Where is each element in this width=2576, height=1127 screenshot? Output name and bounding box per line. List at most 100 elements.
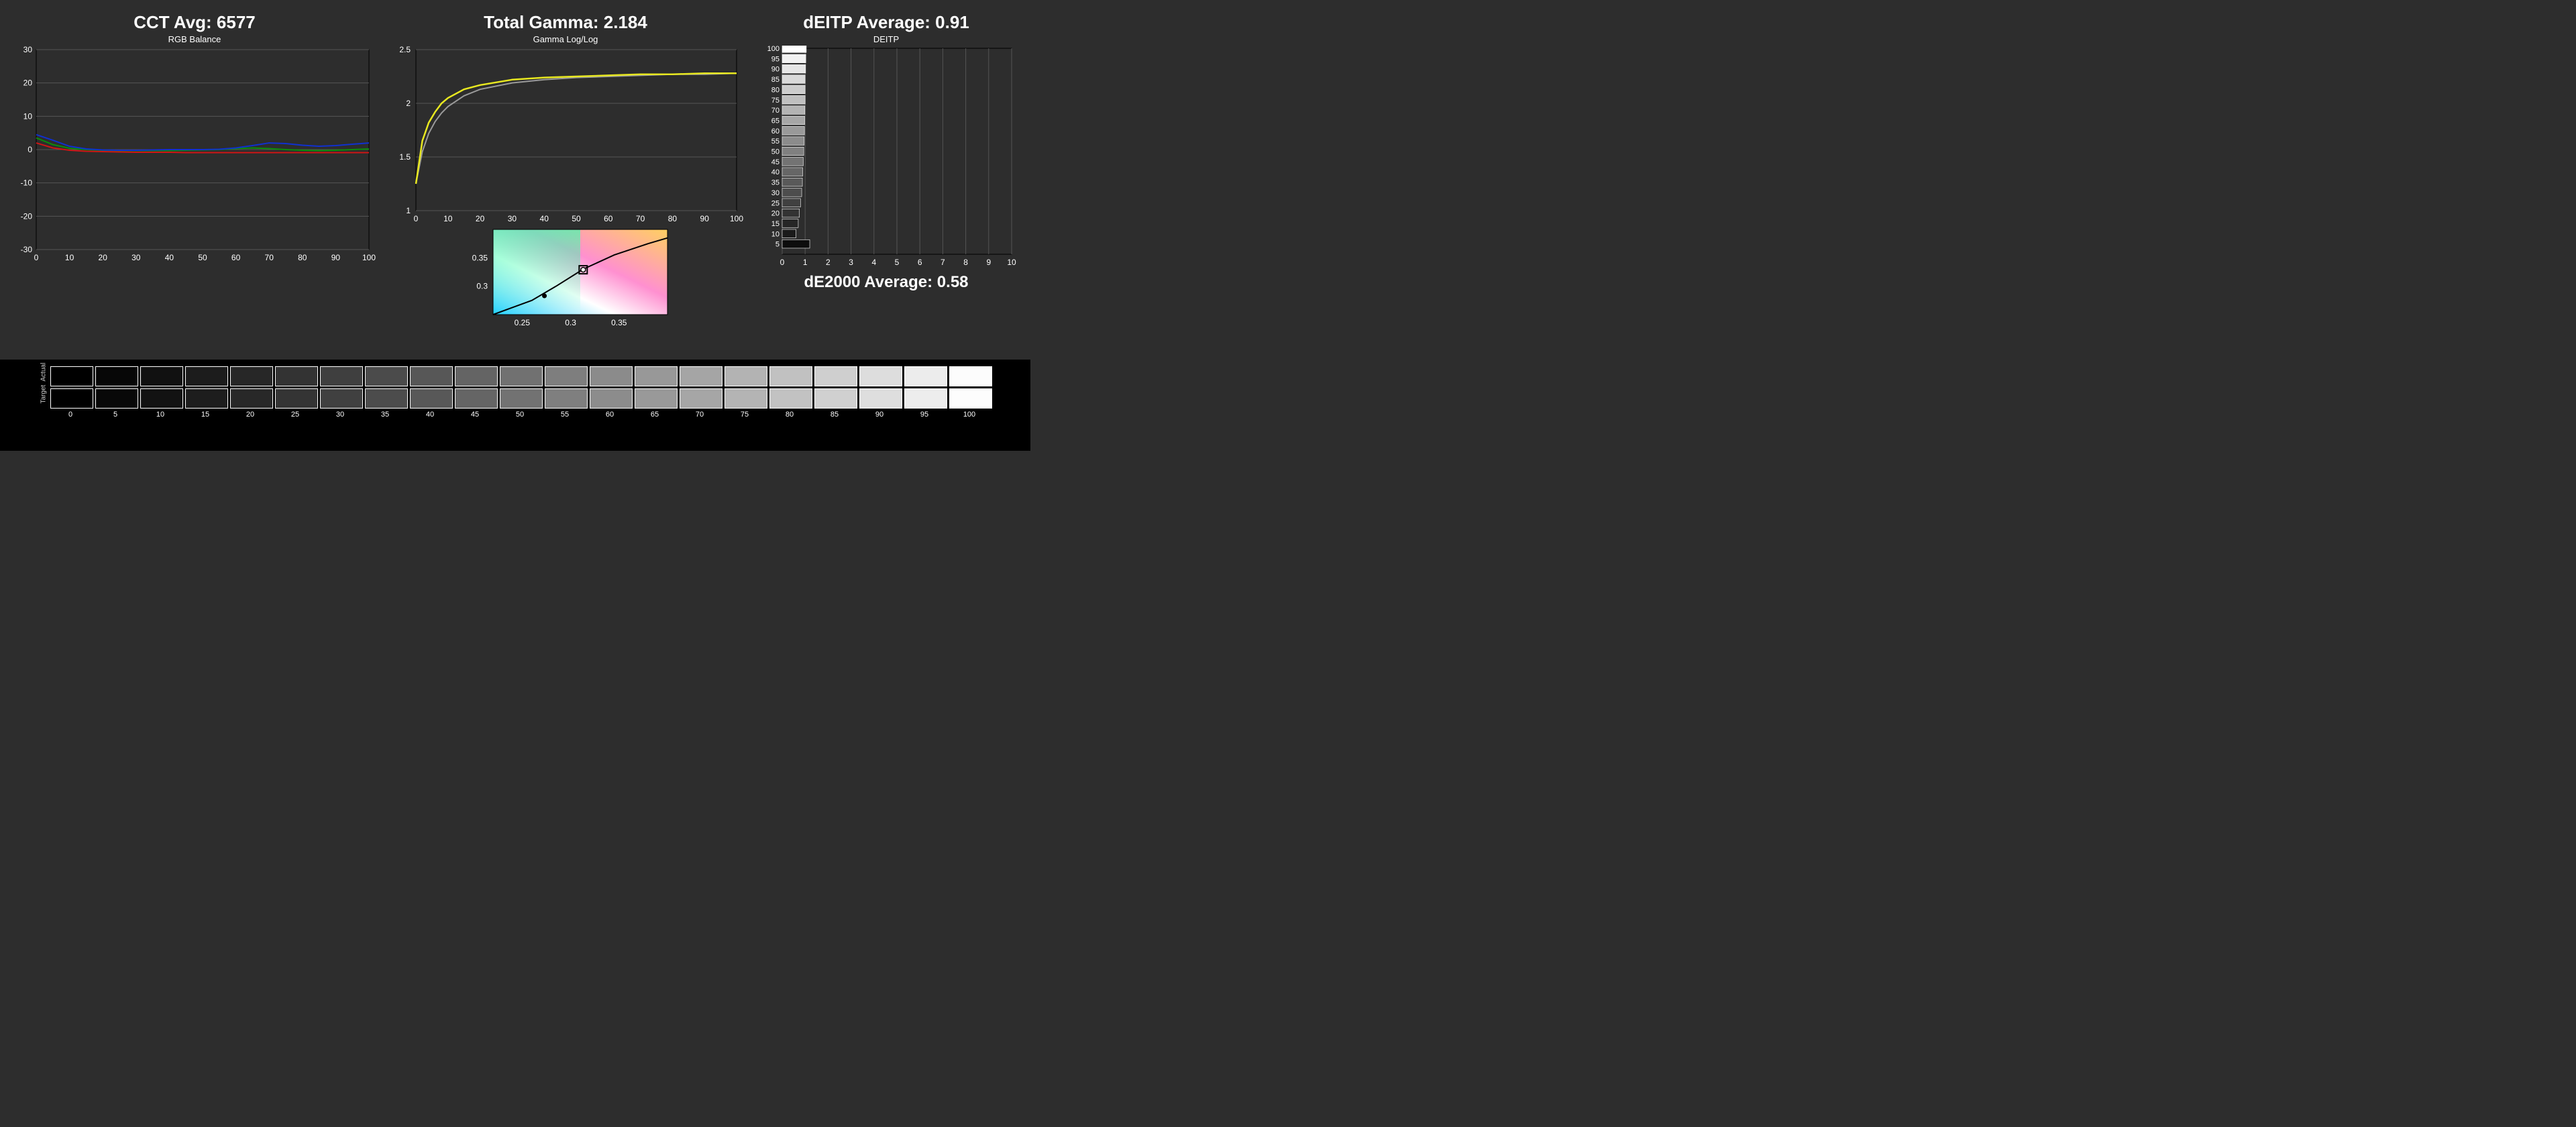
svg-text:20: 20 <box>99 253 108 262</box>
swatch-tick: 95 <box>903 411 946 419</box>
svg-text:65: 65 <box>771 117 780 125</box>
deitp-chart: 0123456789105101520253035404550556065707… <box>755 46 1017 270</box>
target-swatch <box>724 388 767 409</box>
svg-text:9: 9 <box>986 258 991 267</box>
actual-swatch <box>95 366 138 386</box>
actual-swatches <box>50 366 992 386</box>
target-swatch <box>769 388 812 409</box>
svg-text:50: 50 <box>572 214 581 223</box>
swatch-tick: 50 <box>498 411 541 419</box>
swatch-tick: 35 <box>364 411 407 419</box>
svg-text:4: 4 <box>871 258 876 267</box>
swatch-tick: 65 <box>633 411 676 419</box>
actual-swatch <box>859 366 902 386</box>
swatch-tick: 0 <box>49 411 92 419</box>
actual-swatch <box>140 366 183 386</box>
svg-text:10: 10 <box>65 253 74 262</box>
svg-text:-20: -20 <box>21 211 33 221</box>
actual-swatch-row: Actual <box>0 366 1030 386</box>
rgb-balance-subtitle: RGB Balance <box>168 34 221 44</box>
calibration-report: CCT Avg: 6577 RGB Balance -30-20-1001020… <box>0 0 1030 451</box>
svg-text:30: 30 <box>23 46 33 54</box>
actual-swatch <box>635 366 678 386</box>
charts-row: CCT Avg: 6577 RGB Balance -30-20-1001020… <box>0 0 1030 331</box>
deitp-avg-title: dEITP Average: 0.91 <box>803 12 969 33</box>
svg-text:70: 70 <box>636 214 645 223</box>
target-swatch <box>230 388 273 409</box>
svg-text:0: 0 <box>28 145 32 154</box>
svg-text:25: 25 <box>771 199 780 207</box>
swatch-tick: 40 <box>409 411 451 419</box>
svg-text:90: 90 <box>700 214 710 223</box>
target-row-label: Target <box>40 394 47 403</box>
svg-text:75: 75 <box>771 97 780 105</box>
svg-text:20: 20 <box>771 210 780 218</box>
actual-swatch <box>814 366 857 386</box>
swatch-tick-row: 0510152025303540455055606570758085909510… <box>9 411 1030 419</box>
svg-text:90: 90 <box>771 66 780 74</box>
target-swatch <box>140 388 183 409</box>
cct-avg-title: CCT Avg: 6577 <box>133 12 256 33</box>
swatch-tick: 5 <box>94 411 137 419</box>
swatch-tick: 45 <box>453 411 496 419</box>
svg-text:0.3: 0.3 <box>476 282 488 291</box>
svg-text:20: 20 <box>476 214 485 223</box>
svg-text:100: 100 <box>730 214 743 223</box>
deitp-subtitle: DEITP <box>873 34 899 44</box>
target-swatch-row: Target <box>0 388 1030 409</box>
swatch-tick: 25 <box>274 411 317 419</box>
actual-swatch <box>320 366 363 386</box>
actual-swatch <box>904 366 947 386</box>
svg-text:1.5: 1.5 <box>399 152 411 162</box>
gamma-panel: Total Gamma: 2.184 Gamma Log/Log 11.522.… <box>388 8 743 331</box>
svg-text:10: 10 <box>23 111 33 121</box>
actual-swatch <box>769 366 812 386</box>
gamma-title: Total Gamma: 2.184 <box>484 12 647 33</box>
target-swatch <box>95 388 138 409</box>
svg-text:100: 100 <box>767 46 780 53</box>
svg-text:10: 10 <box>771 230 780 238</box>
gamma-chart: 11.522.50102030405060708090100 <box>388 46 743 227</box>
svg-text:30: 30 <box>508 214 517 223</box>
svg-text:10: 10 <box>443 214 453 223</box>
target-swatch <box>275 388 318 409</box>
swatch-tick: 90 <box>858 411 901 419</box>
swatch-tick: 15 <box>184 411 227 419</box>
swatch-tick: 85 <box>813 411 856 419</box>
actual-swatch <box>50 366 93 386</box>
svg-text:20: 20 <box>23 78 33 88</box>
svg-text:5: 5 <box>895 258 900 267</box>
rgb-balance-chart: -30-20-1001020300102030405060708090100 <box>13 46 376 267</box>
grayscale-swatch-strip: Actual Target 05101520253035404550556065… <box>0 360 1030 451</box>
actual-swatch <box>410 366 453 386</box>
svg-text:0.25: 0.25 <box>515 318 531 327</box>
actual-swatch <box>275 366 318 386</box>
swatch-tick: 60 <box>588 411 631 419</box>
actual-swatch <box>680 366 722 386</box>
svg-text:15: 15 <box>771 220 780 228</box>
svg-text:8: 8 <box>963 258 968 267</box>
svg-text:40: 40 <box>771 168 780 176</box>
svg-text:0: 0 <box>780 258 785 267</box>
swatch-tick: 55 <box>543 411 586 419</box>
target-swatch <box>680 388 722 409</box>
target-swatch <box>410 388 453 409</box>
svg-text:30: 30 <box>131 253 141 262</box>
svg-text:2: 2 <box>406 99 411 108</box>
svg-text:0.35: 0.35 <box>611 318 627 327</box>
svg-text:-10: -10 <box>21 178 33 188</box>
actual-row-label: Actual <box>40 372 47 381</box>
actual-swatch <box>545 366 588 386</box>
target-swatches <box>50 388 992 409</box>
target-swatch <box>365 388 408 409</box>
svg-text:100: 100 <box>362 253 376 262</box>
swatch-tick: 80 <box>768 411 811 419</box>
svg-text:30: 30 <box>771 189 780 197</box>
swatch-tick: 100 <box>948 411 991 419</box>
svg-text:-30: -30 <box>21 245 33 254</box>
svg-text:35: 35 <box>771 179 780 187</box>
svg-text:50: 50 <box>198 253 207 262</box>
actual-swatch <box>500 366 543 386</box>
target-swatch <box>590 388 633 409</box>
target-swatch <box>500 388 543 409</box>
